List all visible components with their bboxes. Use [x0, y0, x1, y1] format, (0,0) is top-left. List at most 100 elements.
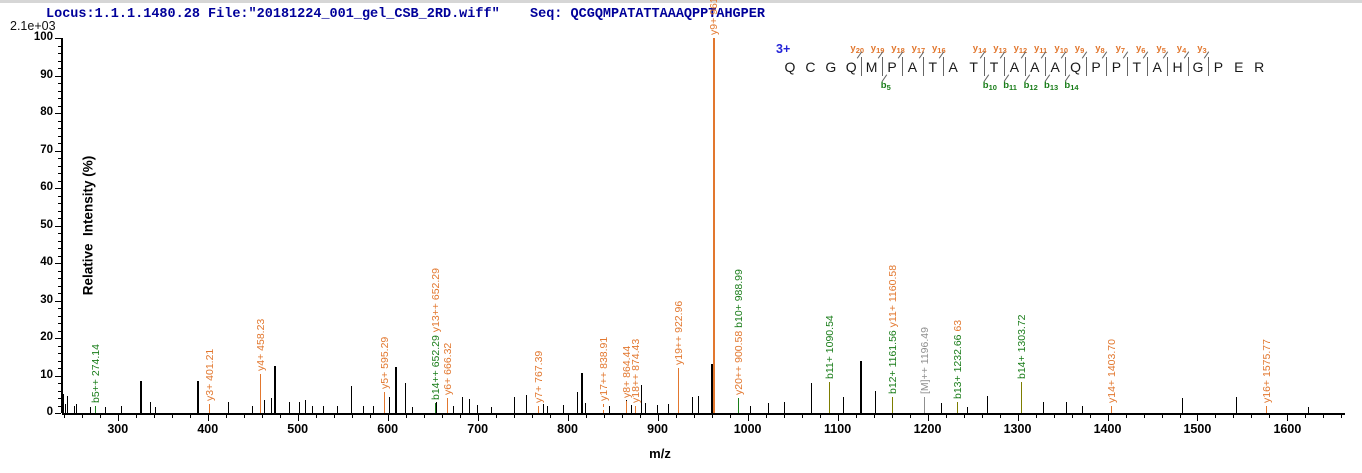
y-minor-tick	[58, 248, 61, 249]
y-minor-tick	[58, 398, 61, 399]
residue-letter: Q	[1070, 59, 1082, 75]
x-minor-tick	[1089, 414, 1091, 418]
y-minor-tick	[58, 60, 61, 62]
y-tick-label: 20	[40, 331, 53, 343]
y-major-tick	[55, 263, 61, 264]
x-minor-tick	[711, 414, 713, 418]
residue-letter: C	[805, 59, 816, 75]
ms-peak	[941, 402, 942, 413]
ms-peak	[584, 402, 586, 413]
y-minor-tick	[58, 240, 61, 242]
x-minor-tick	[783, 414, 785, 418]
ms-peak-label: b14+ 1303.72	[1016, 314, 1029, 379]
ms-peak	[197, 381, 199, 413]
y-minor-tick	[58, 173, 61, 174]
ms-peak	[105, 407, 107, 413]
ms-peak	[304, 399, 306, 413]
x-tick-label: 1300	[1003, 422, 1032, 436]
ms-peak	[810, 383, 812, 413]
x-minor-tick	[963, 414, 965, 418]
y-minor-tick	[58, 120, 61, 122]
ms-peak	[491, 406, 493, 413]
cleavage-mark	[1187, 57, 1189, 76]
x-minor-tick	[891, 414, 893, 418]
y-minor-tick	[58, 195, 61, 197]
x-tick-label: 1400	[1093, 422, 1122, 436]
x-major-tick	[477, 414, 479, 421]
ms-annotated-peak	[829, 381, 830, 413]
ms-peak-label-part: y17++ 838.91	[597, 336, 610, 401]
x-minor-tick	[1071, 414, 1073, 418]
ms-peak	[462, 396, 464, 413]
x-minor-tick	[171, 414, 173, 418]
residue-letter: P	[1091, 59, 1101, 75]
cleavage-mark	[1106, 57, 1108, 76]
ms-peak	[468, 399, 470, 413]
ms-peak	[576, 391, 578, 413]
x-tick-label: 700	[467, 422, 489, 436]
ms-peak	[270, 398, 272, 413]
y-tick-label: 50	[40, 218, 53, 231]
x-minor-tick	[189, 414, 191, 418]
y-minor-tick	[58, 105, 61, 107]
ms-peak	[373, 405, 375, 413]
b-ion-marker: b12	[1023, 80, 1038, 92]
ms-peak-label-part: y7+ 767.39	[533, 350, 546, 403]
ms-peak	[298, 401, 300, 413]
residue-letter: A	[1030, 59, 1040, 75]
ms-peak-label-part: [M]++ 1196.49	[919, 327, 932, 395]
ms-annotated-peak	[260, 373, 262, 413]
y-minor-tick	[58, 368, 61, 369]
residue-letter: A	[948, 59, 958, 75]
ms-peak	[581, 372, 584, 413]
residue-letter: R	[1254, 59, 1265, 75]
x-minor-tick	[603, 414, 605, 418]
residue-letter: T	[1132, 59, 1142, 75]
x-minor-tick	[513, 414, 515, 418]
x-minor-tick	[1125, 414, 1127, 418]
ms-peak	[322, 405, 324, 413]
ms-peak	[73, 405, 75, 413]
ms-peak-label: y14+ 1403.70	[1106, 339, 1119, 403]
residue-letter: M	[865, 59, 878, 75]
ms-peak	[453, 405, 455, 413]
ms-annotated-peak	[1020, 381, 1022, 413]
ms-annotated-peak	[1265, 406, 1267, 413]
ms-peak-label: y6+ 666.32	[442, 343, 455, 395]
ms-peak-label: b13+ 1232.66 63	[952, 320, 965, 399]
ms-annotated-peak	[1110, 406, 1112, 413]
y-ion-marker: y4	[1176, 43, 1187, 55]
ms-annotated-peak	[924, 397, 926, 413]
y-major-tick	[55, 225, 61, 227]
x-minor-tick	[1305, 414, 1307, 418]
x-major-tick	[837, 414, 839, 421]
y-minor-tick	[58, 83, 61, 84]
ms-peak	[337, 405, 339, 413]
ms-peak-label-part: y6+ 666.32	[442, 343, 455, 396]
ms-peak	[388, 396, 390, 413]
ms-annotated-peak	[634, 406, 636, 413]
x-tick-label: 500	[287, 422, 309, 436]
y-minor-tick	[58, 285, 61, 287]
x-major-tick	[117, 414, 119, 421]
x-minor-tick	[81, 414, 83, 418]
y-tick-label: 80	[40, 106, 53, 118]
residue-letter: G	[825, 59, 837, 75]
ms-peak-label: y7+ 767.39	[533, 350, 546, 402]
y-minor-tick	[58, 293, 61, 294]
x-minor-tick	[1035, 414, 1037, 418]
x-major-tick	[927, 414, 929, 421]
x-minor-tick	[1323, 414, 1325, 418]
ms-peak	[288, 401, 290, 413]
y-major-tick	[55, 188, 61, 189]
y-minor-tick	[58, 45, 61, 47]
ms-peak-label-part: y20++ 900.58	[732, 330, 745, 395]
ms-annotated-peak	[447, 398, 449, 413]
ms-peak	[412, 407, 413, 413]
ms-peak-label-part: b14++ 652.29	[429, 335, 442, 401]
ms-peak	[350, 385, 352, 413]
ms-annotated-peak	[712, 38, 715, 413]
y-major-tick	[55, 150, 61, 152]
y-ion-marker: y18	[891, 43, 905, 55]
